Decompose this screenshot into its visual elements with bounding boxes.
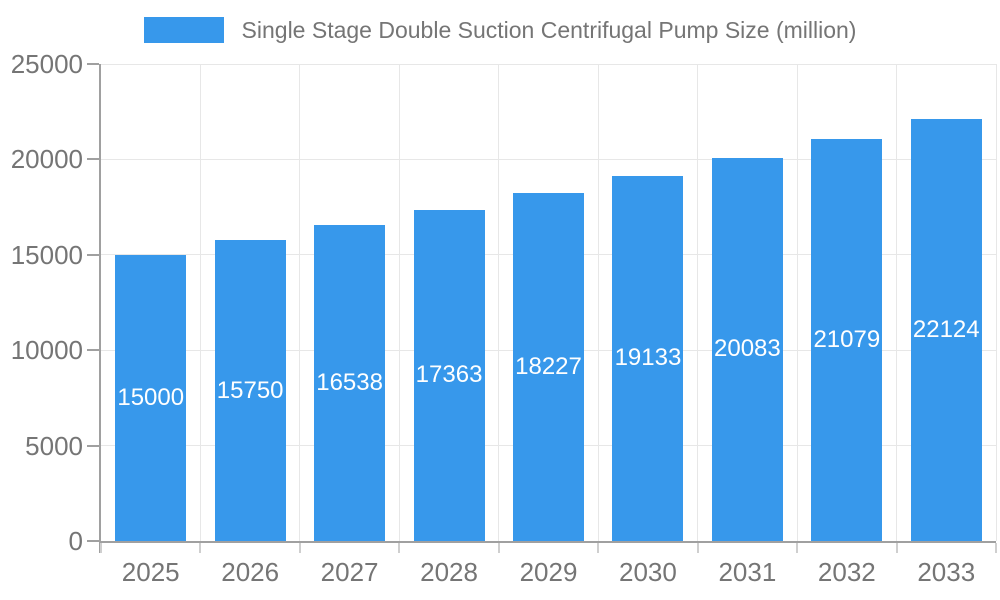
gridline-x-4: [498, 64, 500, 541]
y-axis-tick-10000: [87, 349, 99, 352]
y-tick-label-15000: 15000: [10, 239, 83, 270]
plot-area: 0 5000 10000 15000 20000 25000 15000 2025 15750 2…: [11, 49, 997, 587]
gridline-x-9: [995, 64, 997, 541]
x-axis-tick-5: [597, 543, 600, 553]
y-axis-tick-5000: [87, 444, 99, 447]
bar-2025[interactable]: 15000: [115, 254, 187, 541]
x-tick-label-2027: 2027: [320, 557, 379, 587]
gridline-x-2: [299, 64, 301, 541]
bar-value-label-2032: 21079: [813, 325, 881, 353]
x-axis-line: [99, 541, 996, 543]
bar-value-label-2029: 18227: [515, 353, 582, 381]
y-axis-tick-20000: [87, 158, 99, 161]
bar-value-label-2031: 20083: [714, 335, 781, 363]
x-tick-label-2030: 2030: [619, 557, 677, 587]
y-axis-tick-15000: [87, 253, 99, 256]
y-axis-line: [99, 64, 101, 553]
bar-2026[interactable]: 15750: [214, 240, 286, 541]
x-tick-label-2026: 2026: [221, 557, 280, 587]
y-axis-tick-0: [87, 540, 99, 542]
x-tick-label-2029: 2029: [519, 557, 578, 587]
bar-2028[interactable]: 17363: [413, 209, 485, 541]
gridline-y-20000: [101, 158, 996, 160]
x-axis-tick-9: [995, 543, 997, 553]
y-tick-label-20000: 20000: [10, 144, 83, 175]
legend-label: Single Stage Double Suction Centrifugal …: [241, 17, 857, 43]
x-axis-tick-6: [696, 543, 699, 553]
bar-value-label-2027: 16538: [316, 369, 383, 397]
x-tick-label-2031: 2031: [718, 557, 777, 587]
bar-2029[interactable]: 18227: [513, 193, 584, 541]
x-axis-tick-2: [298, 543, 301, 553]
x-tick-label-2033: 2033: [917, 557, 976, 587]
x-axis-tick-8: [895, 543, 898, 553]
y-axis-tick-25000: [87, 63, 99, 65]
y-tick-label-10000: 10000: [10, 335, 83, 366]
gridline-y-25000: [101, 63, 996, 65]
gridline-x-7: [796, 64, 798, 541]
bar-2030[interactable]: 19133: [612, 175, 684, 541]
x-tick-label-2025: 2025: [121, 557, 180, 587]
bar-value-label-2026: 15750: [216, 376, 284, 404]
x-axis-tick-1: [199, 543, 202, 553]
legend-swatch: [143, 17, 224, 43]
y-tick-label-5000: 5000: [25, 430, 83, 461]
y-tick-label-0: 0: [68, 526, 83, 556]
x-axis-tick-4: [497, 543, 500, 553]
chart-legend-item[interactable]: Single Stage Double Suction Centrifugal …: [0, 16, 1000, 44]
x-tick-label-2028: 2028: [420, 557, 478, 587]
bar-2032[interactable]: 21079: [811, 138, 883, 541]
gridline-x-8: [896, 64, 898, 541]
gridline-x-6: [697, 64, 699, 541]
gridline-x-1: [199, 64, 201, 541]
y-tick-label-25000: 25000: [10, 49, 83, 79]
gridline-x-3: [398, 64, 400, 541]
bar-2027[interactable]: 16538: [314, 225, 386, 541]
bar-2033[interactable]: 22124: [910, 118, 982, 541]
bar-2031[interactable]: 20083: [711, 157, 783, 541]
bar-value-label-2028: 17363: [415, 361, 483, 389]
bar-value-label-2033: 22124: [912, 315, 980, 343]
gridline-x-5: [597, 64, 599, 541]
bar-value-label-2030: 19133: [614, 344, 682, 372]
x-axis-tick-3: [398, 543, 401, 553]
x-tick-label-2032: 2032: [817, 557, 876, 587]
x-axis-tick-7: [796, 543, 799, 553]
bar-value-label-2025: 15000: [117, 383, 185, 411]
x-axis-tick-0: [100, 543, 102, 553]
